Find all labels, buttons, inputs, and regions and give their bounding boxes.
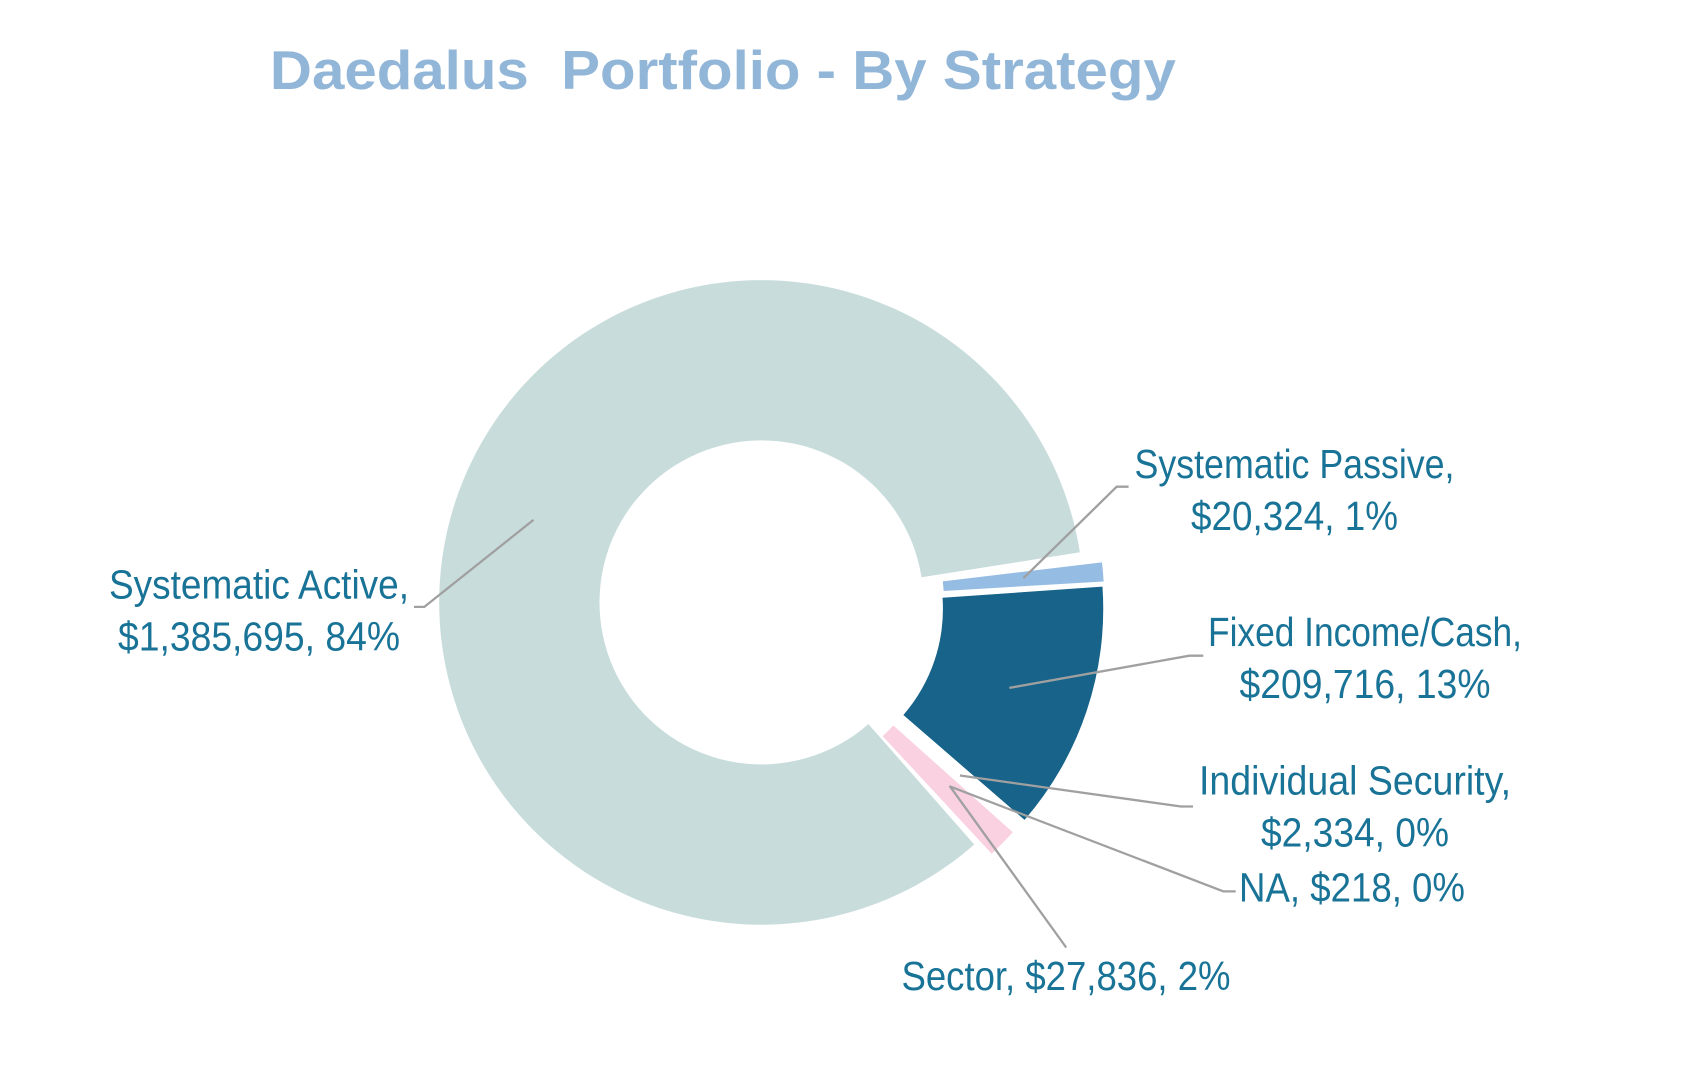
svg-text:NA, $218, 0%: NA, $218, 0%: [1239, 865, 1465, 911]
svg-text:Fixed Income/Cash,: Fixed Income/Cash,: [1208, 609, 1522, 655]
svg-text:$1,385,695, 84%: $1,385,695, 84%: [118, 614, 400, 660]
svg-text:Systematic Passive,: Systematic Passive,: [1135, 441, 1455, 487]
svg-text:Systematic Active,: Systematic Active,: [109, 562, 409, 608]
svg-text:Daedalus Portfolio - By Strat: Daedalus Portfolio - By Strategy: [270, 39, 1176, 101]
svg-text:$2,334, 0%: $2,334, 0%: [1261, 810, 1449, 856]
svg-text:$209,716, 13%: $209,716, 13%: [1240, 661, 1491, 707]
svg-text:Individual Security,: Individual Security,: [1199, 758, 1511, 804]
svg-text:Sector, $27,836, 2%: Sector, $27,836, 2%: [902, 953, 1231, 999]
svg-text:$20,324, 1%: $20,324, 1%: [1191, 493, 1398, 539]
